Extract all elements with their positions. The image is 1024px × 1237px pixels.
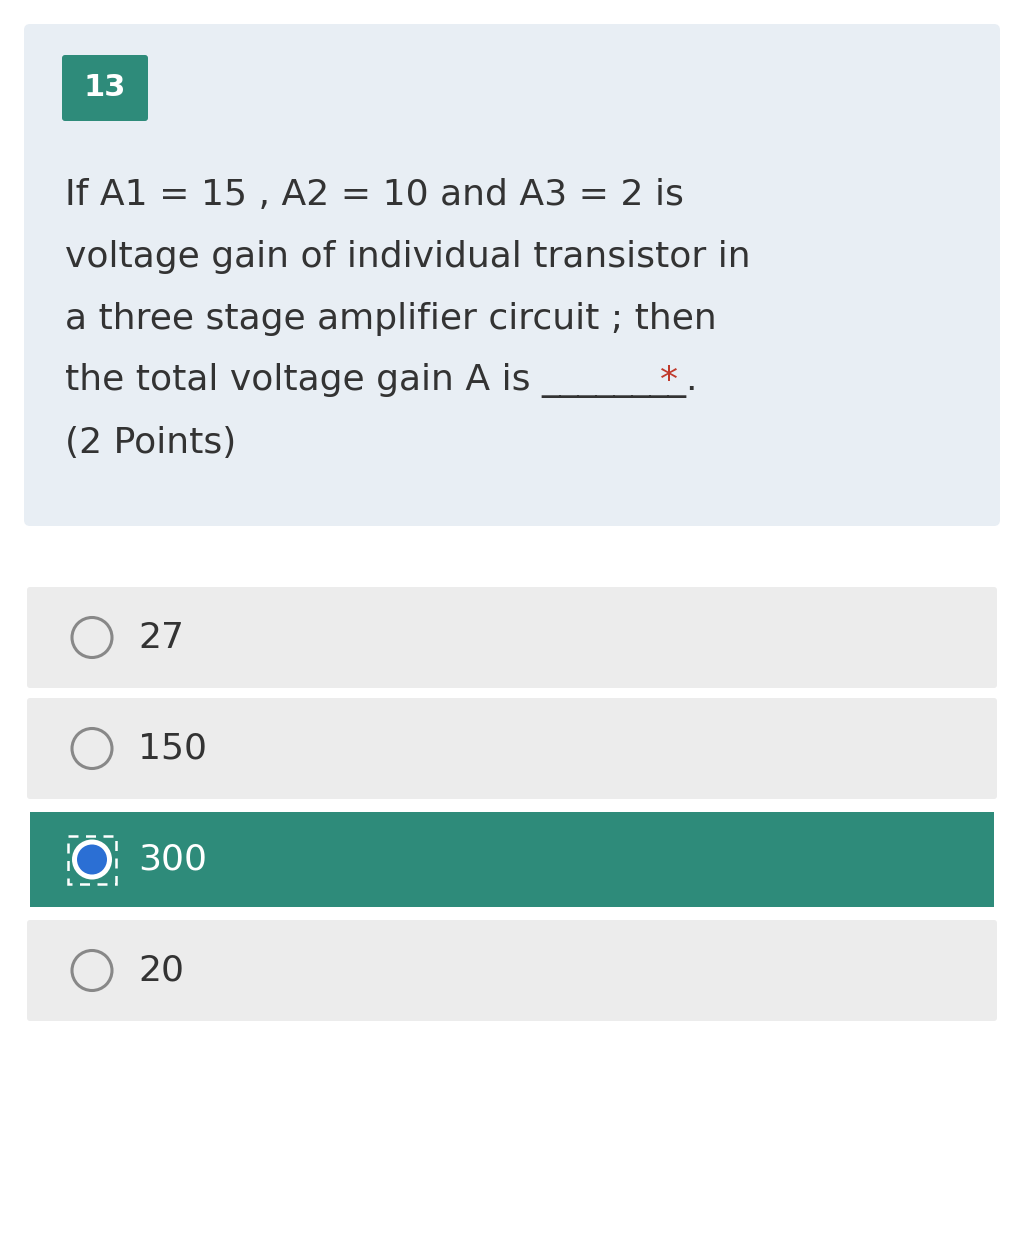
Text: 300: 300: [138, 842, 207, 877]
FancyBboxPatch shape: [27, 920, 997, 1021]
Text: *: *: [660, 364, 678, 398]
Circle shape: [77, 845, 106, 875]
Text: the total voltage gain A is ________.: the total voltage gain A is ________.: [65, 364, 709, 398]
Text: 20: 20: [138, 954, 184, 987]
Bar: [68, 835, 116, 883]
Text: (2 Points): (2 Points): [65, 426, 237, 460]
Text: 13: 13: [84, 73, 126, 103]
Text: 150: 150: [138, 731, 207, 766]
Circle shape: [72, 840, 112, 880]
FancyBboxPatch shape: [24, 24, 1000, 526]
Text: voltage gain of individual transistor in: voltage gain of individual transistor in: [65, 240, 751, 275]
Text: a three stage amplifier circuit ; then: a three stage amplifier circuit ; then: [65, 302, 717, 336]
Text: If A1 = 15 , A2 = 10 and A3 = 2 is: If A1 = 15 , A2 = 10 and A3 = 2 is: [65, 178, 684, 212]
Text: 27: 27: [138, 621, 184, 654]
FancyBboxPatch shape: [27, 698, 997, 799]
FancyBboxPatch shape: [27, 588, 997, 688]
Bar: [30, 811, 994, 907]
FancyBboxPatch shape: [62, 54, 148, 121]
